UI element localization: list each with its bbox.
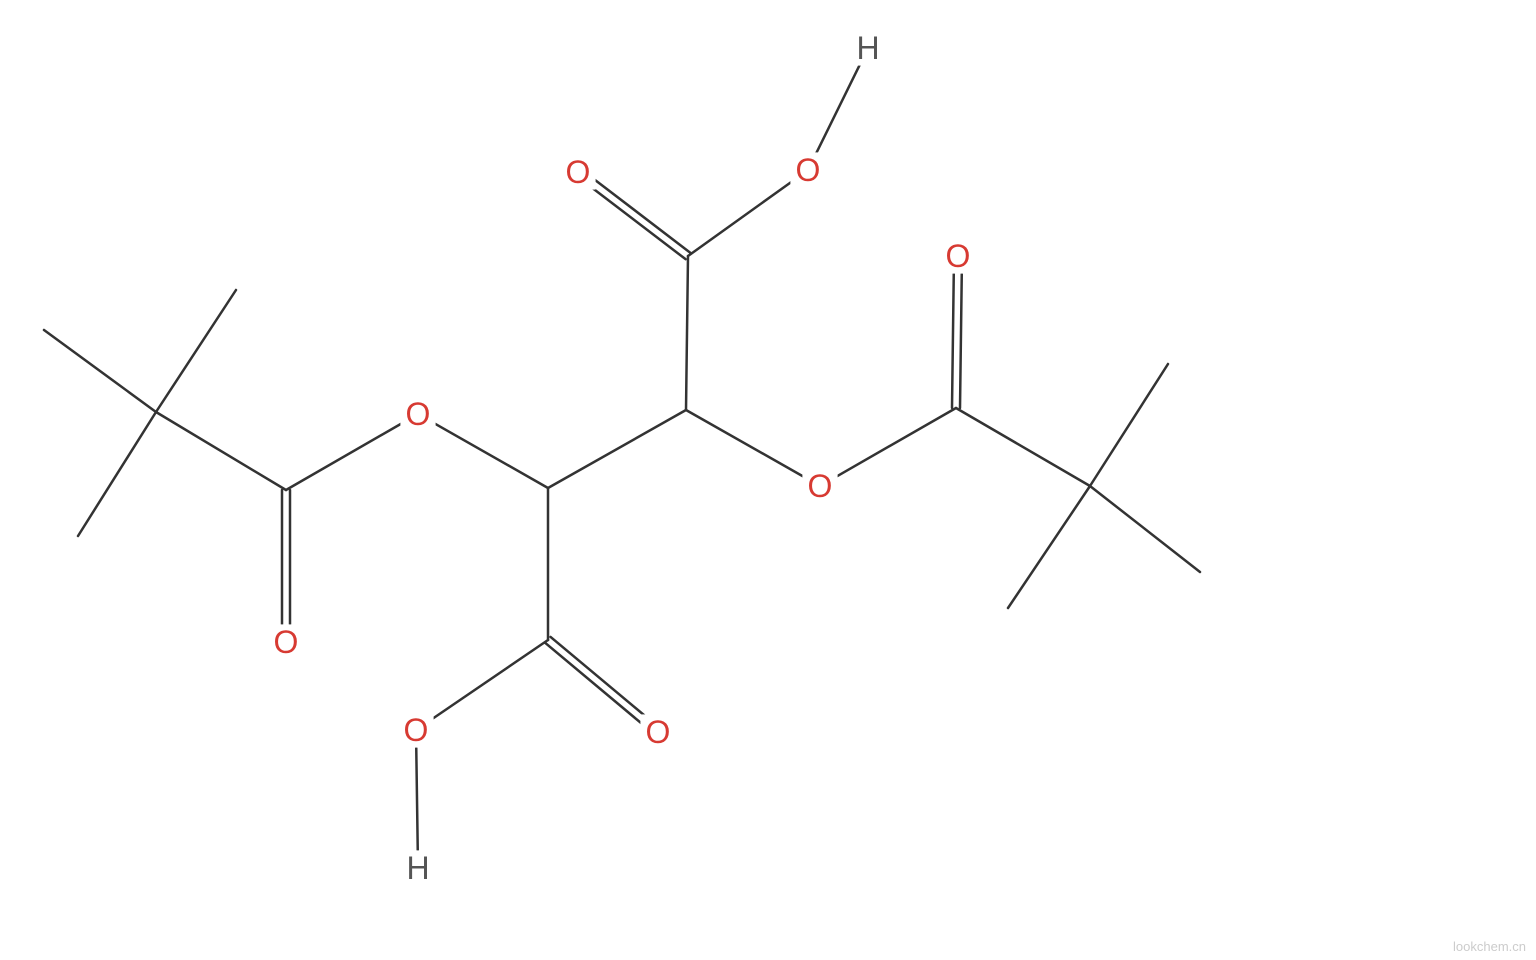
svg-text:H: H	[856, 30, 879, 66]
svg-text:O: O	[796, 152, 821, 188]
svg-text:O: O	[404, 712, 429, 748]
svg-text:O: O	[566, 154, 591, 190]
watermark: lookchem.cn	[1453, 939, 1526, 954]
svg-text:O: O	[646, 714, 671, 750]
molecule-diagram: H O O O O O O H O O	[0, 0, 1536, 960]
svg-text:O: O	[274, 624, 299, 660]
svg-text:O: O	[808, 468, 833, 504]
svg-text:H: H	[406, 850, 429, 886]
svg-text:O: O	[406, 396, 431, 432]
svg-text:O: O	[946, 238, 971, 274]
